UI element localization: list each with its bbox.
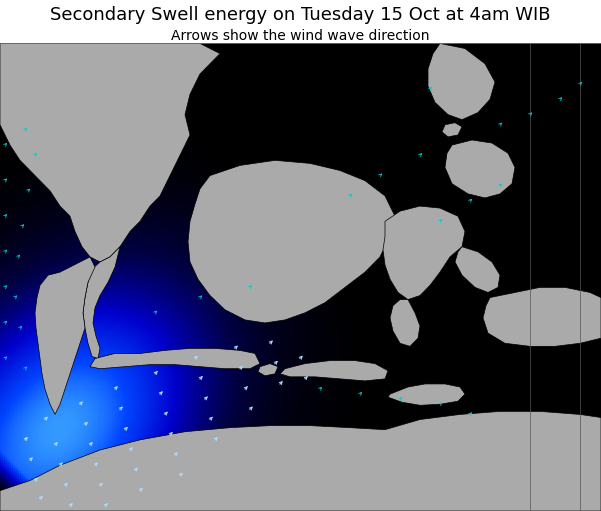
Polygon shape [455,247,500,292]
Polygon shape [483,287,601,346]
Polygon shape [90,349,260,369]
Polygon shape [428,43,495,120]
Text: Arrows show the wind wave direction: Arrows show the wind wave direction [171,29,430,42]
Polygon shape [280,361,388,381]
Polygon shape [388,384,465,405]
Polygon shape [445,140,515,198]
Text: Secondary Swell energy on Tuesday 15 Oct at 4am WIB: Secondary Swell energy on Tuesday 15 Oct… [50,6,551,24]
Polygon shape [442,123,462,137]
Polygon shape [390,299,420,346]
Polygon shape [258,364,278,376]
Polygon shape [188,160,395,323]
Polygon shape [35,257,95,414]
Polygon shape [83,247,120,359]
Polygon shape [0,411,601,511]
Polygon shape [0,43,220,262]
Polygon shape [383,206,465,299]
